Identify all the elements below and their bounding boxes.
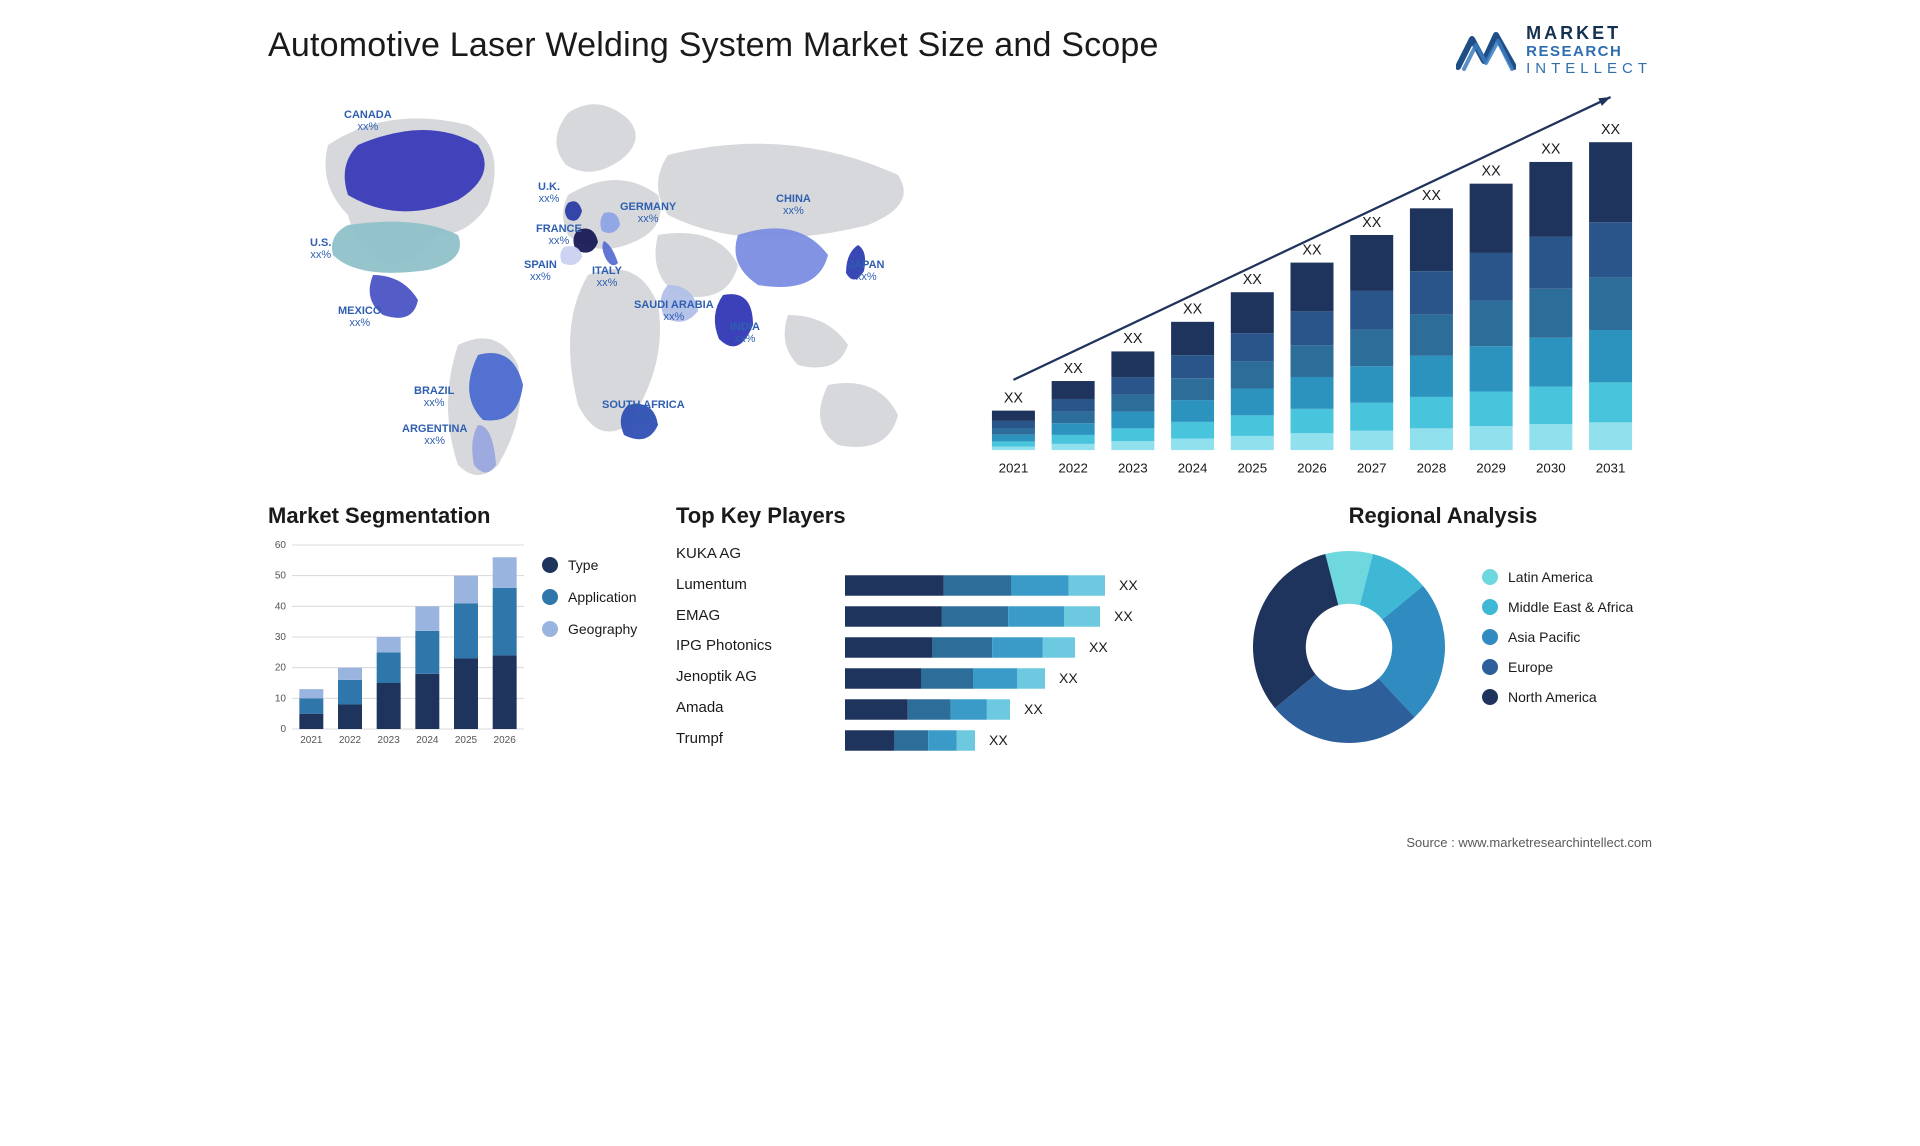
player-name: Trumpf	[676, 724, 816, 755]
segmentation-legend-item: Application	[542, 589, 637, 605]
player-name: Jenoptik AG	[676, 662, 816, 693]
logo-text-1: MARKET	[1526, 24, 1652, 42]
segmentation-legend-item: Geography	[542, 621, 637, 637]
regional-donut	[1234, 539, 1464, 749]
logo-text-2: RESEARCH	[1526, 44, 1652, 59]
map-label-canada: CANADAxx%	[344, 109, 392, 133]
svg-text:XX: XX	[1114, 608, 1133, 624]
svg-text:2021: 2021	[300, 735, 323, 746]
map-label-saudi: SAUDI ARABIAxx%	[634, 299, 714, 323]
svg-text:XX: XX	[1183, 302, 1203, 318]
segmentation-chart: 0 10 20 30 40 50 60 2021 2022 2023 2024 2025 2026	[268, 539, 528, 749]
map-label-spain: SPAINxx%	[524, 259, 557, 283]
svg-text:2022: 2022	[339, 735, 362, 746]
svg-text:2024: 2024	[1178, 461, 1208, 476]
svg-text:XX: XX	[1089, 639, 1108, 655]
svg-text:60: 60	[275, 540, 287, 551]
svg-text:30: 30	[275, 632, 287, 643]
svg-text:2031: 2031	[1596, 461, 1626, 476]
growth-chart: XX 2021 XX 2022 XX 2023 XX 2024 XX 2025 XX 2026 XX 20…	[972, 85, 1652, 485]
map-label-italy: ITALYxx%	[592, 265, 622, 289]
regional-legend: Latin America Middle East & Africa Asia Pa…	[1482, 569, 1633, 719]
world-map: CANADAxx% U.S.xx% MEXICOxx% BRAZILxx% ARGENT…	[268, 85, 948, 485]
svg-text:0: 0	[280, 724, 286, 735]
svg-text:2025: 2025	[1237, 461, 1267, 476]
svg-text:2021: 2021	[999, 461, 1029, 476]
map-label-mexico: MEXICOxx%	[338, 305, 381, 329]
svg-text:2028: 2028	[1417, 461, 1447, 476]
logo-text-3: INTELLECT	[1526, 61, 1652, 76]
svg-text:2024: 2024	[416, 735, 439, 746]
svg-text:XX: XX	[1064, 361, 1084, 377]
svg-text:XX: XX	[1362, 215, 1382, 231]
player-name: Amada	[676, 693, 816, 724]
svg-text:XX: XX	[1541, 142, 1561, 158]
svg-text:XX: XX	[1601, 122, 1621, 138]
svg-text:XX: XX	[1482, 163, 1502, 179]
player-name: Lumentum	[676, 570, 816, 601]
svg-text:XX: XX	[1302, 242, 1322, 258]
svg-text:XX: XX	[1422, 188, 1442, 204]
map-label-us: U.S.xx%	[310, 237, 331, 261]
svg-text:XX: XX	[1004, 390, 1024, 406]
regional-legend-item: Europe	[1482, 659, 1633, 675]
brand-logo: MARKET RESEARCH INTELLECT	[1456, 24, 1652, 76]
logo-mark-icon	[1456, 27, 1516, 73]
page-title: Automotive Laser Welding System Market S…	[268, 26, 1159, 65]
segmentation-legend: Type Application Geography	[542, 539, 637, 749]
regional-legend-item: North America	[1482, 689, 1633, 705]
map-label-china: CHINAxx%	[776, 193, 811, 217]
map-label-france: FRANCExx%	[536, 223, 582, 247]
player-name: KUKA AG	[676, 539, 816, 570]
source-label: Source : www.marketresearchintellect.com	[1406, 835, 1652, 850]
svg-text:2023: 2023	[378, 735, 401, 746]
segmentation-title: Market Segmentation	[268, 503, 658, 529]
segmentation-legend-item: Type	[542, 557, 637, 573]
svg-text:50: 50	[275, 571, 287, 582]
svg-text:XX: XX	[1243, 272, 1263, 288]
svg-text:2030: 2030	[1536, 461, 1566, 476]
regional-legend-item: Middle East & Africa	[1482, 599, 1633, 615]
svg-text:2027: 2027	[1357, 461, 1387, 476]
svg-text:2025: 2025	[455, 735, 478, 746]
map-label-germany: GERMANYxx%	[620, 201, 676, 225]
svg-text:10: 10	[275, 693, 287, 704]
svg-text:XX: XX	[1119, 577, 1138, 593]
player-name: EMAG	[676, 601, 816, 632]
svg-text:2026: 2026	[1297, 461, 1327, 476]
player-name: IPG Photonics	[676, 631, 816, 662]
svg-text:XX: XX	[989, 732, 1008, 748]
svg-text:2023: 2023	[1118, 461, 1148, 476]
regional-legend-item: Latin America	[1482, 569, 1633, 585]
map-label-uk: U.K.xx%	[538, 181, 560, 205]
svg-text:40: 40	[275, 601, 287, 612]
svg-text:20: 20	[275, 663, 287, 674]
svg-text:XX: XX	[1024, 701, 1043, 717]
regional-title: Regional Analysis	[1234, 503, 1652, 529]
svg-text:2022: 2022	[1058, 461, 1088, 476]
map-label-safrica: SOUTH AFRICAxx%	[602, 399, 685, 423]
svg-text:2026: 2026	[494, 735, 517, 746]
map-label-brazil: BRAZILxx%	[414, 385, 454, 409]
players-title: Top Key Players	[676, 503, 1216, 529]
players-chart: XX XX XX XX XX XX	[834, 539, 1216, 759]
map-label-japan: JAPANxx%	[848, 259, 884, 283]
svg-text:XX: XX	[1123, 331, 1143, 347]
svg-text:XX: XX	[1059, 670, 1078, 686]
players-list: KUKA AGLumentumEMAGIPG PhotonicsJenoptik…	[676, 539, 816, 759]
map-label-india: INDIAxx%	[730, 321, 760, 345]
regional-legend-item: Asia Pacific	[1482, 629, 1633, 645]
svg-text:2029: 2029	[1476, 461, 1506, 476]
map-label-argentina: ARGENTINAxx%	[402, 423, 467, 447]
